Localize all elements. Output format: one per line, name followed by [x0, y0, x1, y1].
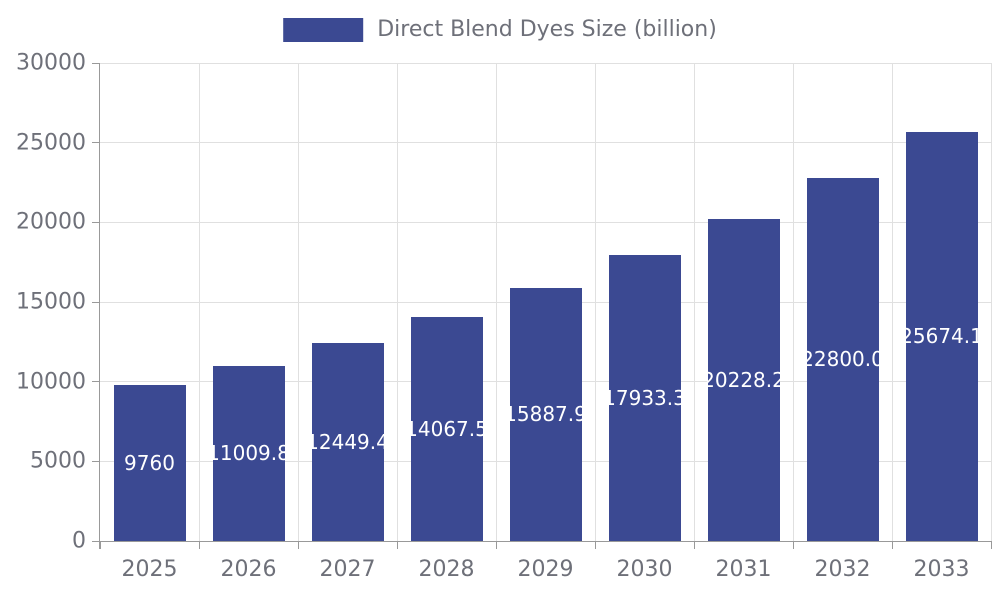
y-axis-label: 5000 — [30, 448, 86, 474]
x-axis-label: 2028 — [418, 557, 475, 582]
x-axis-tick — [198, 541, 200, 549]
x-axis-label: 2026 — [220, 557, 277, 582]
grid-line-v — [495, 63, 497, 541]
grid-line-v — [297, 63, 299, 541]
y-axis-tick — [92, 142, 100, 144]
legend-item[interactable]: Direct Blend Dyes Size (billion) — [283, 17, 717, 43]
bar[interactable] — [410, 316, 483, 541]
y-axis-tick — [92, 381, 100, 383]
y-axis-label: 25000 — [16, 130, 86, 156]
x-axis-tick — [396, 541, 398, 549]
grid-line-v — [792, 63, 794, 541]
y-axis-line — [99, 63, 100, 549]
grid-line-v — [396, 63, 398, 541]
x-axis-tick — [495, 541, 497, 549]
grid-line-h — [100, 62, 991, 64]
x-axis-label: 2032 — [814, 557, 871, 582]
x-axis-label: 2029 — [517, 557, 574, 582]
y-axis-tick — [92, 460, 100, 462]
y-axis-label: 30000 — [16, 50, 86, 76]
y-axis-tick — [92, 62, 100, 64]
y-axis-tick — [92, 540, 100, 542]
y-axis-tick — [92, 301, 100, 303]
bar[interactable] — [311, 342, 384, 541]
x-axis-label: 2025 — [121, 557, 178, 582]
x-axis-label: 2031 — [715, 557, 772, 582]
x-axis-tick — [99, 541, 101, 549]
x-axis-tick — [594, 541, 596, 549]
y-axis-label: 15000 — [16, 289, 86, 315]
y-axis-tick — [92, 221, 100, 223]
y-axis-label: 20000 — [16, 209, 86, 235]
x-axis-line — [100, 541, 991, 542]
bar[interactable] — [509, 287, 582, 541]
grid-line-v — [990, 63, 992, 541]
bar[interactable] — [905, 131, 978, 541]
grid-line-v — [891, 63, 893, 541]
y-axis-label: 0 — [72, 528, 86, 554]
bar[interactable] — [806, 177, 879, 541]
x-axis-label: 2033 — [913, 557, 970, 582]
grid-line-v — [693, 63, 695, 541]
x-axis-tick — [990, 541, 992, 549]
bar[interactable] — [212, 365, 285, 541]
bar[interactable] — [608, 255, 681, 541]
x-axis-label: 2030 — [616, 557, 673, 582]
bar[interactable] — [707, 218, 780, 541]
x-axis-tick — [297, 541, 299, 549]
grid-line-h — [100, 142, 991, 144]
x-axis-tick — [792, 541, 794, 549]
grid-line-v — [594, 63, 596, 541]
x-axis-tick — [891, 541, 893, 549]
x-axis-tick — [693, 541, 695, 549]
legend-label: Direct Blend Dyes Size (billion) — [377, 17, 717, 42]
legend-swatch-icon — [283, 18, 364, 42]
x-axis-label: 2027 — [319, 557, 376, 582]
bar[interactable] — [113, 385, 186, 541]
grid-line-v — [198, 63, 200, 541]
y-axis-label: 10000 — [16, 369, 86, 395]
grid-line-h — [100, 221, 991, 223]
